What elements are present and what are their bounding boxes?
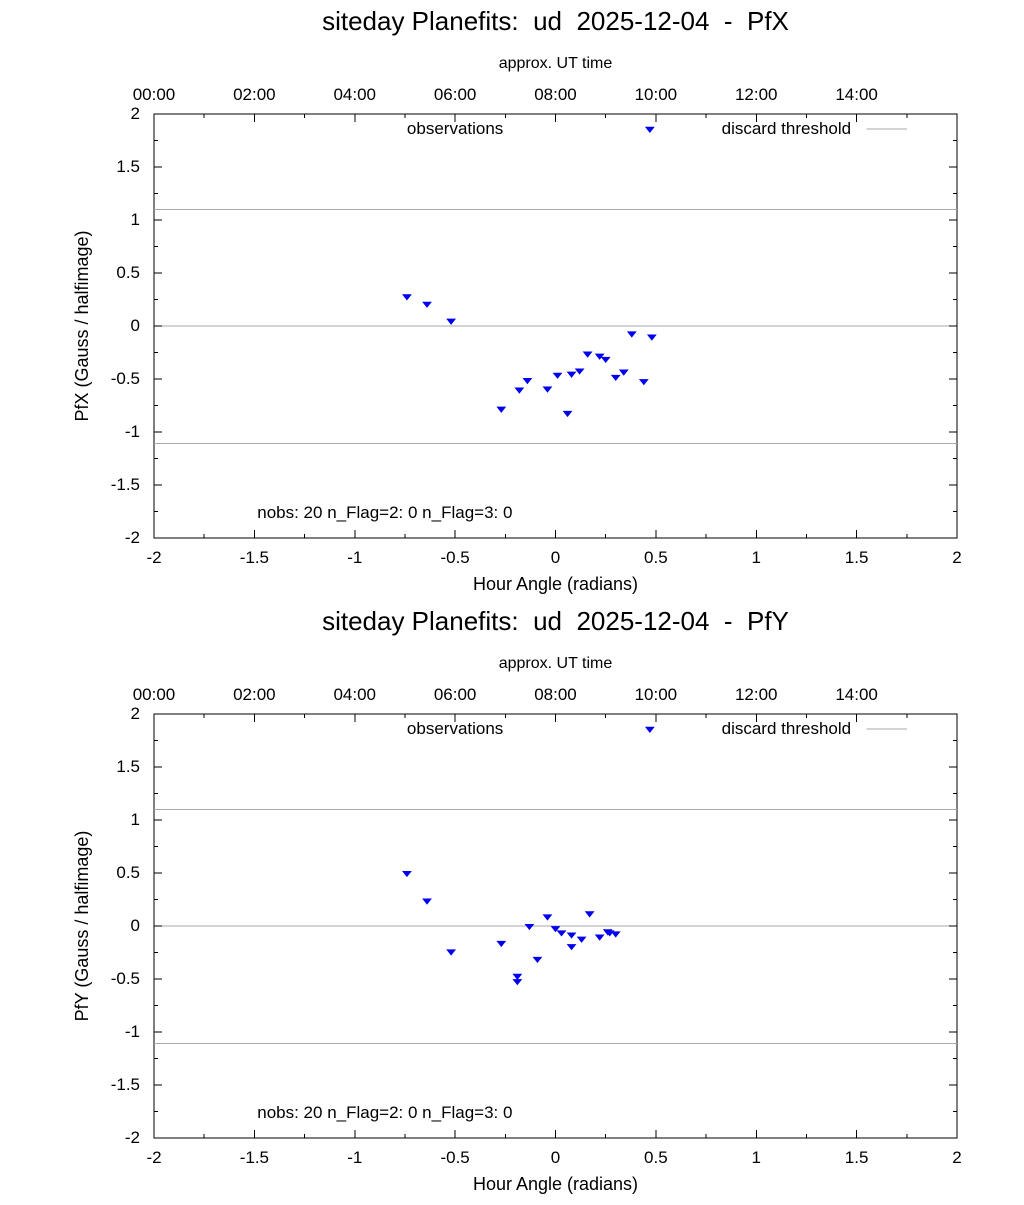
svg-text:02:00: 02:00 [233, 685, 276, 704]
svg-text:08:00: 08:00 [534, 85, 577, 104]
svg-text:08:00: 08:00 [534, 685, 577, 704]
svg-text:00:00: 00:00 [133, 85, 176, 104]
svg-text:observations: observations [407, 119, 503, 138]
svg-text:1: 1 [131, 210, 140, 229]
svg-text:-0.5: -0.5 [111, 969, 140, 988]
svg-text:14:00: 14:00 [835, 685, 878, 704]
svg-text:10:00: 10:00 [635, 85, 678, 104]
svg-text:-1: -1 [347, 1148, 362, 1167]
svg-text:-2: -2 [125, 528, 140, 547]
svg-text:0.5: 0.5 [644, 1148, 668, 1167]
svg-text:0.5: 0.5 [644, 548, 668, 567]
svg-text:-0.5: -0.5 [440, 1148, 469, 1167]
svg-text:-1: -1 [125, 1022, 140, 1041]
svg-text:Hour Angle (radians): Hour Angle (radians) [473, 1174, 638, 1194]
svg-text:observations: observations [407, 719, 503, 738]
svg-text:02:00: 02:00 [233, 85, 276, 104]
svg-text:-1.5: -1.5 [240, 1148, 269, 1167]
svg-text:10:00: 10:00 [635, 685, 678, 704]
svg-text:PfY (Gauss / halfimage): PfY (Gauss / halfimage) [72, 831, 92, 1022]
svg-text:siteday Planefits: ud 2025-1: siteday Planefits: ud 2025-12-04 - PfX [322, 6, 789, 36]
svg-text:1.5: 1.5 [116, 157, 140, 176]
svg-text:-2: -2 [146, 548, 161, 567]
svg-text:2: 2 [952, 548, 961, 567]
svg-text:-2: -2 [146, 1148, 161, 1167]
svg-text:-1: -1 [125, 422, 140, 441]
svg-text:discard threshold: discard threshold [722, 119, 851, 138]
svg-text:nobs: 20 n_Flag=2: 0 n_Fla: nobs: 20 n_Flag=2: 0 n_Flag=3: 0 [257, 1103, 512, 1122]
svg-text:2: 2 [952, 1148, 961, 1167]
svg-text:00:00: 00:00 [133, 685, 176, 704]
svg-text:-1.5: -1.5 [111, 1075, 140, 1094]
svg-text:nobs: 20 n_Flag=2: 0 n_Fla: nobs: 20 n_Flag=2: 0 n_Flag=3: 0 [257, 503, 512, 522]
svg-text:-2: -2 [125, 1128, 140, 1147]
svg-text:siteday Planefits: ud 2025-1: siteday Planefits: ud 2025-12-04 - PfY [322, 606, 789, 636]
svg-text:1.5: 1.5 [845, 1148, 869, 1167]
svg-text:1: 1 [131, 810, 140, 829]
svg-text:-1.5: -1.5 [111, 475, 140, 494]
svg-text:06:00: 06:00 [434, 85, 477, 104]
svg-text:12:00: 12:00 [735, 685, 778, 704]
svg-text:approx. UT time: approx. UT time [499, 655, 613, 672]
svg-text:0.5: 0.5 [116, 263, 140, 282]
svg-text:discard threshold: discard threshold [722, 719, 851, 738]
svg-text:0.5: 0.5 [116, 863, 140, 882]
svg-text:2: 2 [131, 104, 140, 123]
svg-text:1.5: 1.5 [116, 757, 140, 776]
svg-text:04:00: 04:00 [333, 85, 376, 104]
svg-text:-0.5: -0.5 [440, 548, 469, 567]
svg-text:PfX (Gauss / halfimage): PfX (Gauss / halfimage) [72, 230, 92, 421]
svg-text:0: 0 [131, 316, 140, 335]
svg-text:06:00: 06:00 [434, 685, 477, 704]
svg-text:Hour Angle (radians): Hour Angle (radians) [473, 574, 638, 594]
svg-text:0: 0 [551, 1148, 560, 1167]
svg-text:12:00: 12:00 [735, 85, 778, 104]
svg-text:2: 2 [131, 704, 140, 723]
svg-text:-0.5: -0.5 [111, 369, 140, 388]
svg-text:14:00: 14:00 [835, 85, 878, 104]
svg-text:0: 0 [551, 548, 560, 567]
svg-text:1: 1 [752, 548, 761, 567]
svg-text:approx. UT time: approx. UT time [499, 55, 613, 72]
svg-text:-1.5: -1.5 [240, 548, 269, 567]
svg-text:04:00: 04:00 [333, 685, 376, 704]
svg-text:1.5: 1.5 [845, 548, 869, 567]
svg-text:1: 1 [752, 1148, 761, 1167]
svg-text:0: 0 [131, 916, 140, 935]
svg-text:-1: -1 [347, 548, 362, 567]
